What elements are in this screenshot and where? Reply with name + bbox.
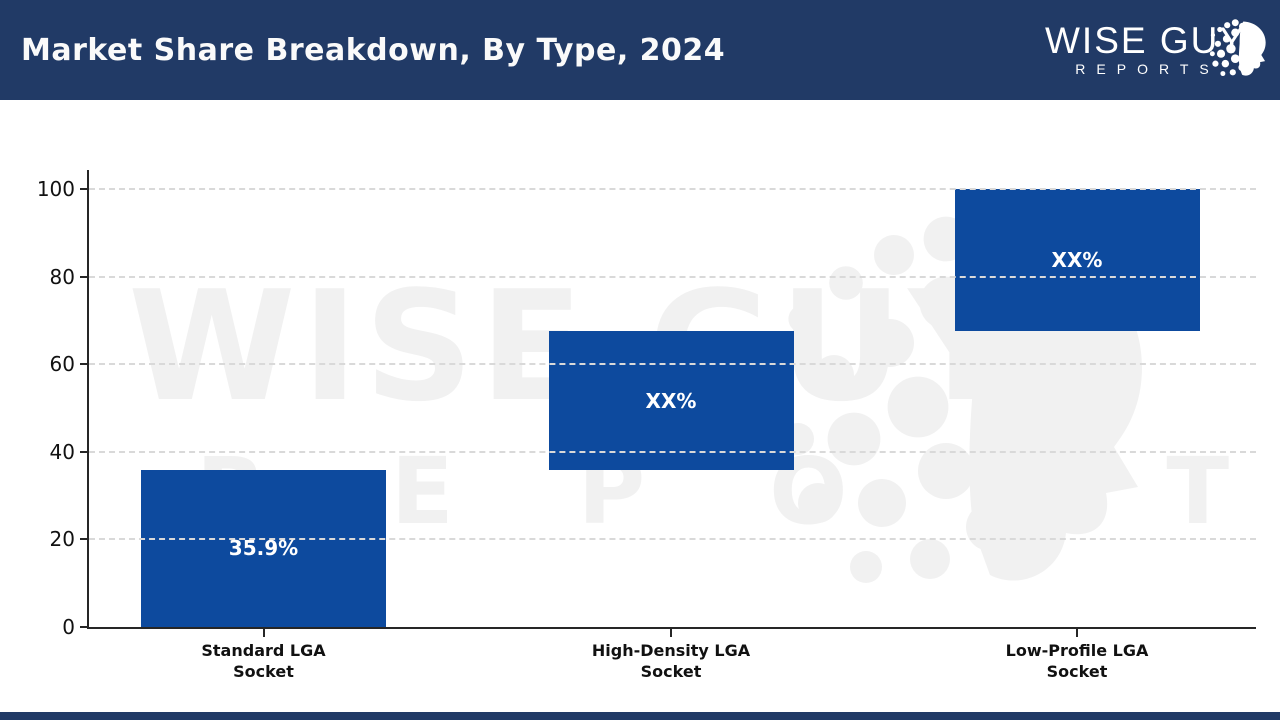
y-axis-tick <box>80 275 89 278</box>
y-axis-tick-label: 40 <box>49 439 75 464</box>
y-axis-tick <box>80 363 89 366</box>
x-category-label: High-Density LGA Socket <box>546 640 796 682</box>
x-category-label-line: High-Density LGA <box>591 641 751 660</box>
y-axis-tick <box>80 188 89 190</box>
x-axis-tick <box>670 629 672 637</box>
y-axis-tick-label: 20 <box>49 527 75 552</box>
y-gridline <box>89 450 1256 453</box>
y-gridline <box>89 275 1256 278</box>
y-axis-tick-label: 80 <box>49 264 75 289</box>
x-axis-tick <box>1076 629 1078 637</box>
logo-head-icon <box>1209 19 1266 77</box>
logo-reports-label: REPORTS <box>1075 61 1220 77</box>
wise-guy-reports-logo: WISE GUY REPORTS <box>1020 6 1270 94</box>
bar-value-label: 35.9% <box>228 536 299 561</box>
y-axis-tick-label: 0 <box>62 615 75 639</box>
page-title: Market Share Breakdown, By Type, 2024 <box>21 33 726 68</box>
header-bar: Market Share Breakdown, By Type, 2024 WI… <box>0 0 1280 100</box>
x-category-label-line: Socket <box>233 662 294 681</box>
x-category-label-line: Standard LGA <box>201 641 326 660</box>
x-category-label: Standard LGA Socket <box>139 640 389 682</box>
y-axis-line <box>87 170 89 629</box>
bar-segment <box>548 331 794 470</box>
footer-bar <box>0 712 1280 720</box>
bar-value-label: XX% <box>645 388 697 413</box>
y-axis-tick-label: 100 <box>36 177 75 201</box>
y-axis-tick <box>80 626 89 628</box>
x-category-label: Low-Profile LGA Socket <box>952 640 1202 682</box>
y-axis-tick-label: 60 <box>49 352 75 377</box>
bar-value-label: XX% <box>1051 248 1103 273</box>
y-axis-tick <box>80 538 89 541</box>
x-category-label-line: Socket <box>1046 662 1108 681</box>
bar-segment <box>954 189 1200 332</box>
y-gridline <box>89 538 1256 541</box>
x-axis-line <box>87 627 1256 629</box>
x-category-label-line: Socket <box>640 662 702 681</box>
bar-segment <box>141 469 386 627</box>
y-axis-tick <box>80 450 89 453</box>
x-axis-tick <box>262 629 265 637</box>
x-category-label-line: Low-Profile LGA <box>1005 641 1149 660</box>
y-gridline <box>89 188 1256 190</box>
y-gridline <box>89 363 1256 366</box>
